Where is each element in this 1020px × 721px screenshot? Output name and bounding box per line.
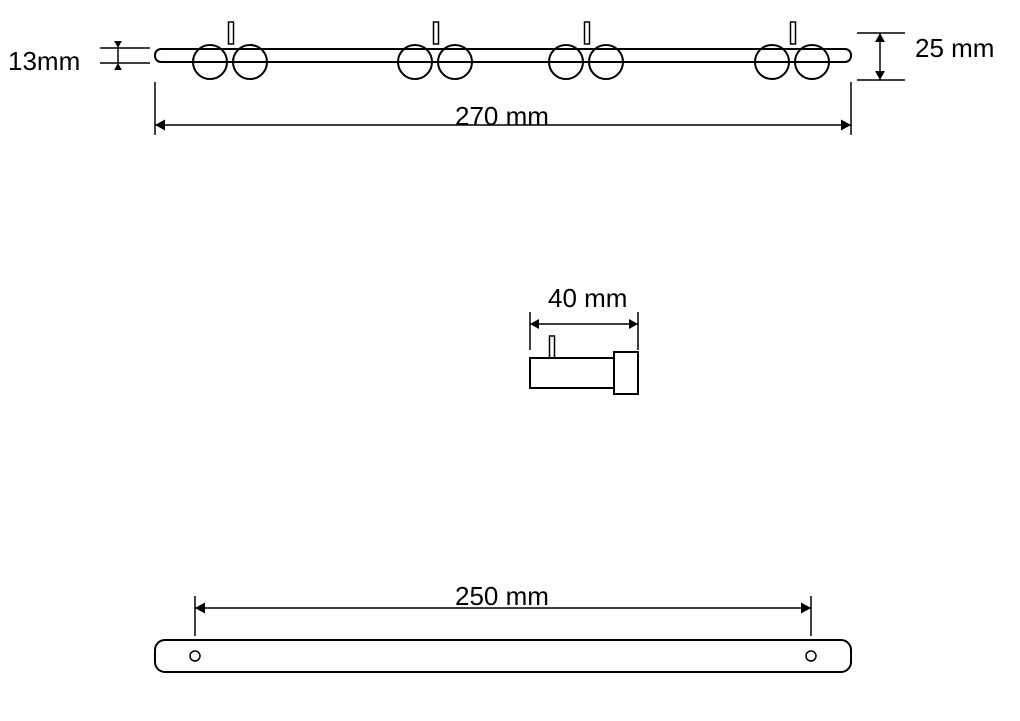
dim-label-250mm: 250 mm: [455, 581, 549, 611]
technical-drawing: 13mm 25 mm 270 mm 40 mm 250 mm: [0, 0, 1020, 721]
side-view: 40 mm: [530, 283, 638, 394]
dim-label-40mm: 40 mm: [548, 283, 627, 313]
bottom-view: 250 mm: [155, 581, 851, 672]
top-view: 13mm 25 mm 270 mm: [8, 22, 994, 135]
dim-label-25mm: 25 mm: [915, 33, 994, 63]
dim-label-13mm: 13mm: [8, 46, 80, 76]
dim-label-270mm: 270 mm: [455, 101, 549, 131]
